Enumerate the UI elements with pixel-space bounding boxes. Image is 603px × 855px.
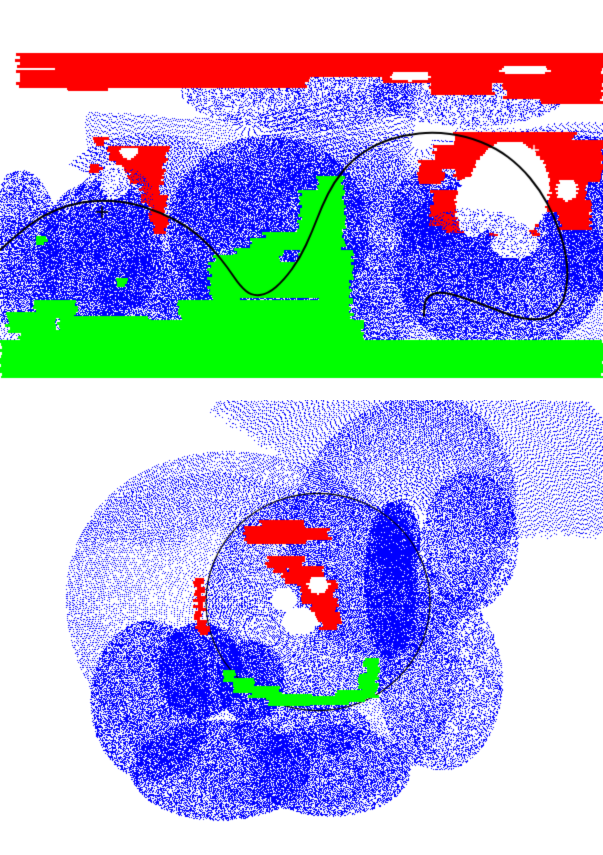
panel-three-d-field-line-view (0, 400, 603, 855)
equirectangular-field-map-canvas (0, 0, 603, 400)
three-d-field-line-view-canvas (0, 400, 603, 855)
panel-equirectangular-field-map (0, 0, 603, 400)
